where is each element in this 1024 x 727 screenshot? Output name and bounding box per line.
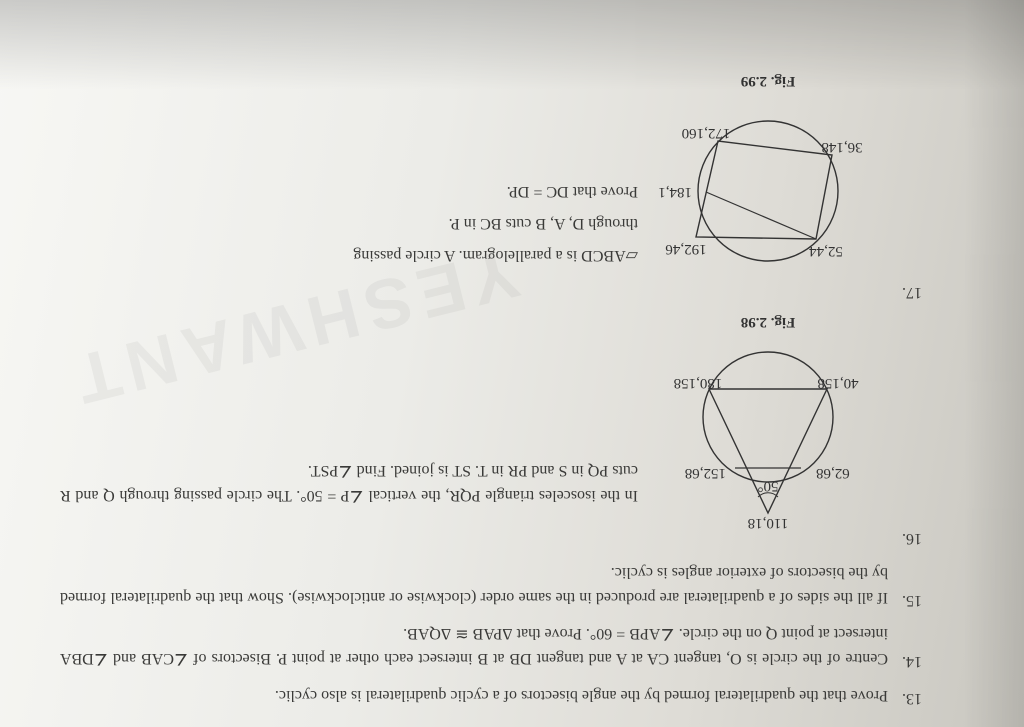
figure-2-98: 110,18 40,158 180,158 62,68 152,68 50° [658, 332, 878, 537]
figure-2-99: 52,44 192,46 172,160 36,148 184,101 [658, 91, 878, 291]
question-number: 14. [902, 652, 934, 670]
question-number: 15. [902, 591, 934, 609]
svg-text:110,18: 110,18 [748, 515, 789, 531]
question-text: If all the sides of a quadrilateral are … [60, 559, 888, 609]
svg-text:50°: 50° [758, 478, 779, 494]
question-number: 13. [902, 689, 934, 707]
question-number: 17. [902, 283, 934, 301]
question-text: Centre of the circle is O, tangent CA at… [60, 621, 888, 671]
question-16: 16. 110,18 40,158 180,158 62,68 152,68 5… [60, 313, 934, 547]
svg-text:184,101: 184,101 [658, 184, 692, 200]
question-text: Prove that the quadrilateral formed by t… [60, 682, 888, 707]
question-text: In the isosceles triangle PQR, the verti… [60, 457, 638, 537]
question-14: 14. Centre of the circle is O, tangent C… [60, 621, 934, 671]
svg-text:36,148: 36,148 [821, 139, 862, 155]
svg-text:180,158: 180,158 [674, 375, 723, 391]
question-number: 16. [902, 529, 934, 547]
page-vignette [964, 0, 1024, 727]
question-13: 13. Prove that the quadrilateral formed … [60, 682, 934, 707]
question-17: 17. 52,44 192,46 172,160 36,148 184,101 … [60, 72, 934, 301]
svg-text:192,46: 192,46 [665, 241, 707, 257]
svg-text:62,68: 62,68 [816, 465, 850, 481]
question-15: 15. If all the sides of a quadrilateral … [60, 559, 934, 609]
svg-text:52,44: 52,44 [809, 243, 843, 259]
svg-text:152,68: 152,68 [685, 465, 726, 481]
figure-caption: Fig. 2.98 [648, 313, 888, 330]
svg-text:40,158: 40,158 [817, 375, 858, 391]
figure-caption: Fig. 2.99 [648, 72, 888, 89]
svg-text:172,160: 172,160 [682, 125, 731, 141]
question-text: ▱ABCD is a parallelogram. A circle passi… [60, 175, 638, 291]
